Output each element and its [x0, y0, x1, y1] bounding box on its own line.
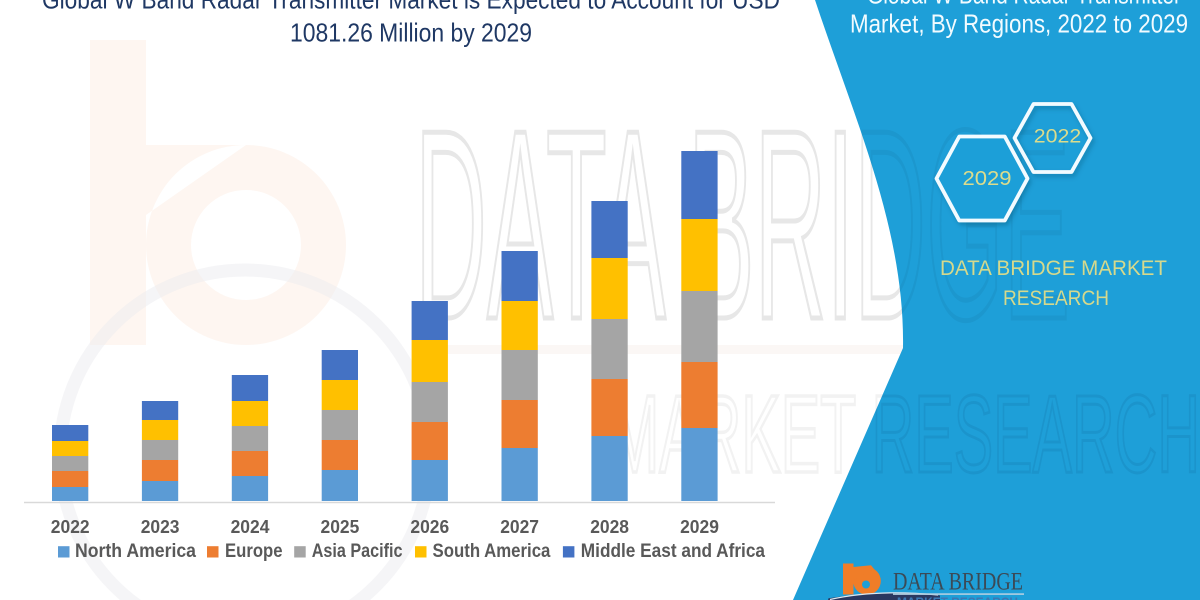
- svg-text:DATA BRIDGE: DATA BRIDGE: [893, 567, 1023, 596]
- svg-text:Market, By Regions, 2022 to 20: Market, By Regions, 2022 to 2029: [850, 9, 1188, 39]
- svg-text:2025: 2025: [321, 517, 360, 537]
- svg-text:MARKET RESEARCH: MARKET RESEARCH: [897, 596, 1018, 600]
- svg-text:Global W Band Radar Transmitte: Global W Band Radar Transmitter: [867, 0, 1181, 10]
- svg-text:North America: North America: [75, 540, 196, 562]
- svg-text:2023: 2023: [141, 517, 180, 537]
- svg-text:2027: 2027: [500, 517, 539, 537]
- svg-text:2022: 2022: [1034, 127, 1082, 148]
- svg-text:RESEARCH: RESEARCH: [1003, 287, 1109, 310]
- svg-text:2029: 2029: [680, 517, 719, 537]
- svg-text:Asia Pacific: Asia Pacific: [312, 540, 403, 562]
- svg-text:2024: 2024: [231, 517, 270, 537]
- svg-text:Europe: Europe: [225, 540, 283, 562]
- svg-text:2026: 2026: [410, 517, 449, 537]
- svg-text:2029: 2029: [963, 168, 1012, 190]
- svg-text:DATA BRIDGE MARKET: DATA BRIDGE MARKET: [940, 257, 1167, 280]
- svg-text:Middle East and Africa: Middle East and Africa: [581, 540, 765, 562]
- svg-text:2022: 2022: [51, 517, 90, 537]
- svg-text:South America: South America: [433, 540, 551, 562]
- svg-text:Global W Band Radar Transmitte: Global W Band Radar Transmitter Market i…: [42, 0, 780, 15]
- svg-text:1081.26 Million by 2029: 1081.26 Million by 2029: [290, 18, 532, 48]
- svg-text:2028: 2028: [590, 517, 629, 537]
